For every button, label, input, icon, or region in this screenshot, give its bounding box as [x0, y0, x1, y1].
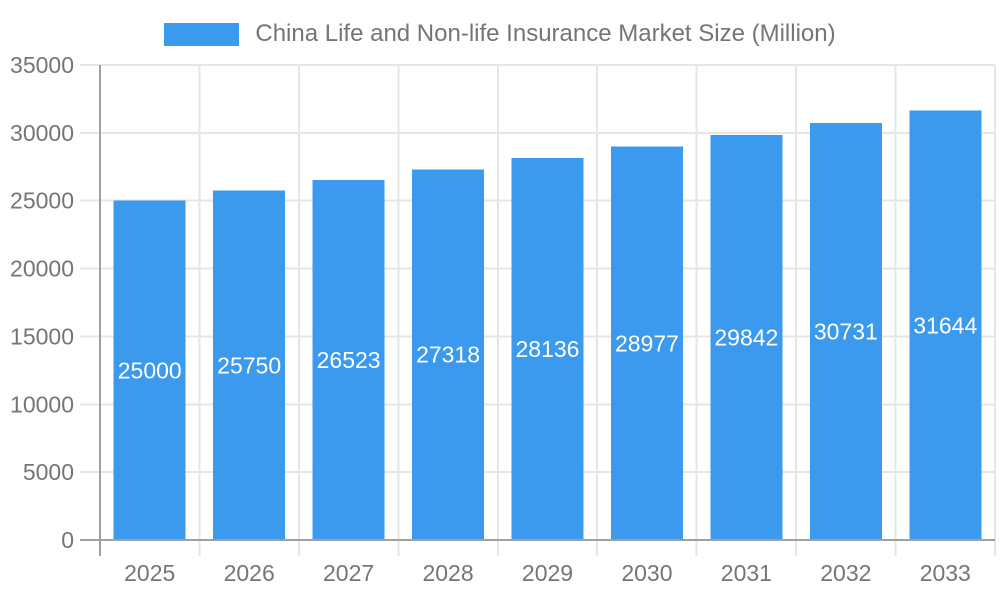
bar-value-label: 29842	[714, 325, 778, 351]
x-axis-tick-label: 2032	[820, 560, 871, 586]
bar[interactable]	[610, 146, 683, 540]
bar-value-label: 30731	[814, 318, 878, 344]
x-axis-tick-label: 2029	[522, 560, 573, 586]
y-axis-tick-label: 35000	[10, 52, 74, 78]
bar[interactable]	[312, 180, 385, 541]
y-axis-tick-label: 15000	[10, 323, 74, 349]
bar-value-label: 26523	[317, 347, 381, 373]
bar[interactable]	[809, 122, 882, 540]
y-axis-tick-label: 30000	[10, 120, 74, 146]
bar-value-label: 25000	[118, 357, 182, 383]
x-axis-tick-label: 2033	[920, 560, 971, 586]
bar[interactable]	[511, 158, 584, 540]
bar-value-label: 25750	[217, 352, 281, 378]
y-axis-tick-label: 10000	[10, 391, 74, 417]
bar-value-label: 28136	[516, 336, 580, 362]
x-axis-tick-label: 2025	[124, 560, 175, 586]
bar[interactable]	[213, 190, 286, 541]
y-axis-tick-label: 5000	[23, 459, 74, 485]
bar[interactable]	[909, 110, 982, 540]
bar[interactable]	[710, 135, 783, 540]
x-axis-tick-label: 2030	[621, 560, 672, 586]
x-axis-tick-label: 2027	[323, 560, 374, 586]
bar[interactable]	[412, 169, 485, 540]
y-axis-tick-label: 0	[61, 527, 74, 553]
bar[interactable]	[113, 200, 186, 540]
chart-title: China Life and Non-life Insurance Market…	[255, 20, 836, 47]
y-axis-tick-label: 25000	[10, 188, 74, 214]
x-axis-tick-label: 2028	[422, 560, 473, 586]
y-axis-tick-label: 20000	[10, 256, 74, 282]
bar-value-label: 28977	[615, 330, 679, 356]
x-axis-tick-label: 2031	[721, 560, 772, 586]
bar-value-label: 31644	[913, 312, 977, 338]
x-axis-tick-label: 2026	[224, 560, 275, 586]
chart-legend[interactable]: China Life and Non-life Insurance Market…	[0, 20, 1000, 48]
legend-swatch-icon	[164, 22, 240, 46]
bar-value-label: 27318	[416, 342, 480, 368]
